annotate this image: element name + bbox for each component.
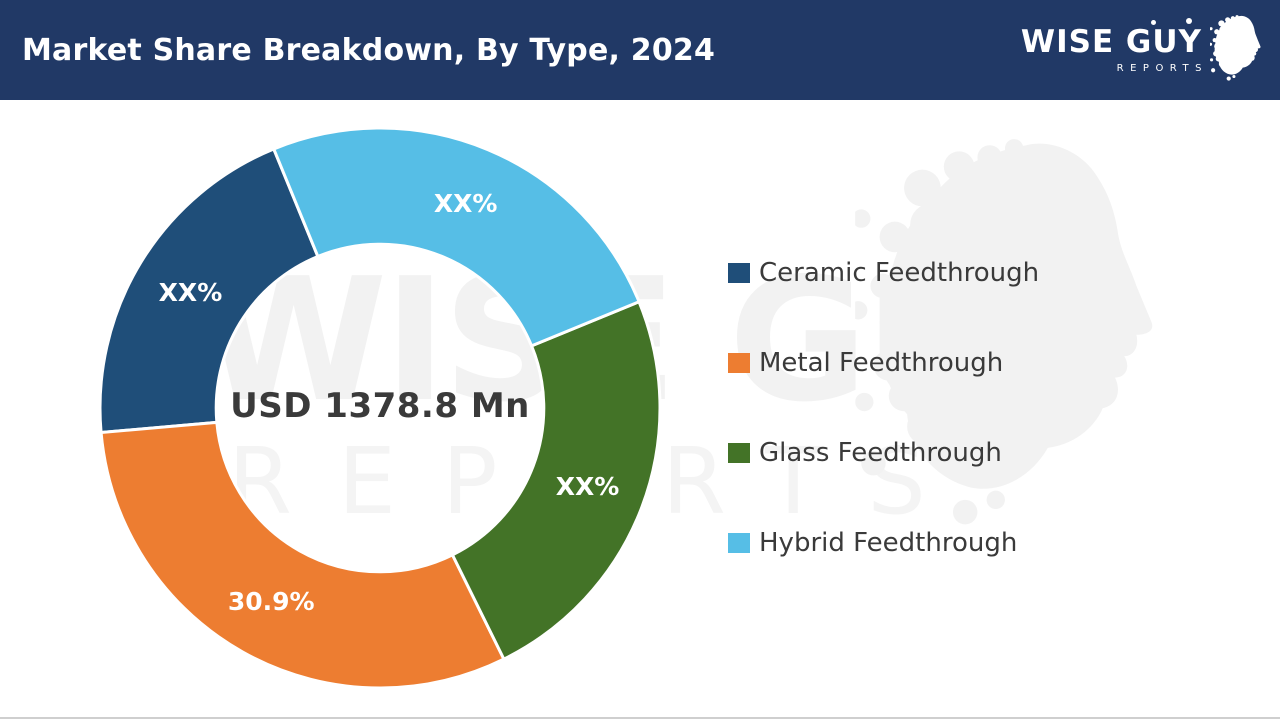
- logo-reports-text: REPORTS: [1116, 62, 1208, 74]
- header-bar: Market Share Breakdown, By Type, 2024 WI…: [0, 0, 1280, 100]
- legend-item-metal-feedthrough: Metal Feedthrough: [728, 349, 1039, 377]
- logo-face-icon: [1210, 14, 1262, 87]
- legend-swatch: [728, 533, 750, 553]
- legend-swatch: [728, 443, 750, 463]
- donut-slice-ceramic-feedthrough: [98, 147, 320, 435]
- donut-slice-metal-feedthrough: [99, 420, 506, 690]
- legend-swatch: [728, 353, 750, 373]
- logo-text: WISE GUY REPORTS: [1020, 17, 1202, 74]
- wise-guy-reports-logo: WISE GUY REPORTS: [1021, 14, 1262, 87]
- slice-pct-label-hybrid-feedthrough: XX%: [434, 189, 498, 218]
- legend-item-hybrid-feedthrough: Hybrid Feedthrough: [728, 529, 1039, 557]
- legend-item-ceramic-feedthrough: Ceramic Feedthrough: [728, 259, 1039, 287]
- chart-legend: Ceramic Feedthrough Metal Feedthrough Gl…: [728, 259, 1039, 557]
- slice-pct-label-glass-feedthrough: XX%: [556, 472, 620, 501]
- donut-chart-svg: XX% 30.9% XX% XX%: [98, 126, 662, 690]
- legend-label: Glass Feedthrough: [759, 438, 1002, 468]
- chart-center-value: USD 1378.8 Mn: [230, 386, 530, 426]
- legend-label: Hybrid Feedthrough: [759, 528, 1018, 558]
- legend-label: Ceramic Feedthrough: [759, 258, 1040, 288]
- logo-dot-icon: [1151, 19, 1156, 25]
- donut-slice-glass-feedthrough: [450, 300, 662, 661]
- donut-slice-hybrid-feedthrough: [272, 126, 641, 348]
- legend-label: Metal Feedthrough: [759, 348, 1004, 378]
- footer-divider: [0, 717, 1280, 719]
- logo-wordmark: WISE GUY: [1020, 23, 1202, 60]
- logo-dot-icon: [1186, 17, 1192, 24]
- slice-pct-label-metal-feedthrough: 30.9%: [228, 587, 315, 616]
- legend-swatch: [728, 263, 750, 283]
- page-title: Market Share Breakdown, By Type, 2024: [22, 32, 716, 68]
- slice-pct-label-ceramic-feedthrough: XX%: [159, 278, 223, 307]
- legend-item-glass-feedthrough: Glass Feedthrough: [728, 439, 1039, 467]
